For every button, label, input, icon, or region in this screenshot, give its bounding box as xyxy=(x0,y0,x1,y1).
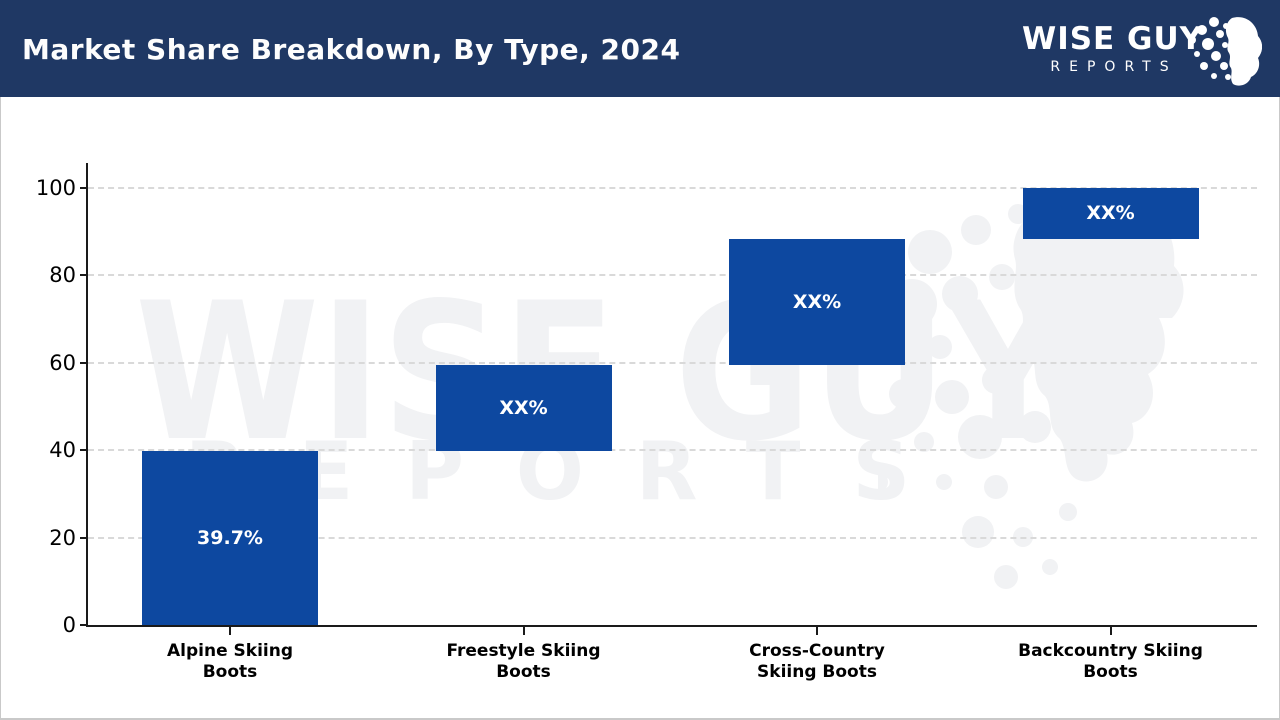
y-tick-label: 20 xyxy=(49,525,76,550)
bar-value-label: XX% xyxy=(1086,202,1135,225)
x-tick xyxy=(816,627,818,635)
page-title: Market Share Breakdown, By Type, 2024 xyxy=(22,33,681,66)
x-axis xyxy=(86,625,1257,627)
bar-segment: XX% xyxy=(729,238,905,366)
gridline xyxy=(88,536,1257,539)
gridline xyxy=(88,274,1257,276)
x-axis-category-line: Cross-Country xyxy=(749,641,885,661)
y-tick xyxy=(80,274,88,276)
gridline xyxy=(88,449,1257,451)
y-tick xyxy=(80,449,88,451)
x-axis-category-label: Freestyle Skiing Boots xyxy=(394,641,654,683)
x-axis-category-label: Cross-Country Skiing Boots xyxy=(687,641,947,683)
gridline xyxy=(88,186,1257,189)
x-axis-category-label: Alpine Skiing Boots xyxy=(100,641,360,683)
x-axis-category-label: Backcountry Skiing Boots xyxy=(981,641,1241,683)
wise-guy-logo: WISE GUY REPORTS xyxy=(1022,14,1262,86)
x-axis-category-line: Alpine Skiing xyxy=(166,641,293,661)
y-tick-label: 40 xyxy=(49,438,76,462)
y-tick xyxy=(80,361,88,364)
x-axis-category-line: Freestyle Skiing xyxy=(446,641,601,661)
bar-value-label: XX% xyxy=(792,290,842,313)
logo-text: WISE GUY REPORTS xyxy=(1022,21,1204,76)
bar-value-label: XX% xyxy=(499,397,548,420)
y-tick-label: 60 xyxy=(49,350,76,375)
logo-head-icon xyxy=(1188,17,1262,86)
y-axis xyxy=(86,163,88,627)
x-axis-category-line: Boots xyxy=(202,662,258,682)
gridline xyxy=(88,361,1257,364)
x-axis-category-line: Boots xyxy=(1083,662,1138,682)
x-axis-category-line: Skiing Boots xyxy=(757,662,877,682)
x-axis-category-line: Boots xyxy=(496,662,551,682)
logo-subtitle: REPORTS xyxy=(1050,59,1178,75)
y-tick-label: 0 xyxy=(62,613,76,637)
header-bar: Market Share Breakdown, By Type, 2024 WI… xyxy=(0,0,1280,97)
y-tick xyxy=(80,536,88,539)
x-tick xyxy=(1109,627,1112,635)
y-tick-label: 100 xyxy=(35,175,76,200)
y-tick xyxy=(80,186,88,189)
x-tick xyxy=(229,627,231,635)
bar-value-label: 39.7% xyxy=(197,527,263,550)
x-axis-category-line: Backcountry Skiing xyxy=(1018,641,1203,661)
y-tick-label: 80 xyxy=(49,263,76,287)
logo-wordmark: WISE GUY xyxy=(1022,21,1204,57)
bar-segment: XX% xyxy=(435,365,612,452)
x-tick xyxy=(522,627,525,635)
bar-segment: XX% xyxy=(1022,187,1199,239)
bar-segment: 39.7% xyxy=(142,451,318,625)
y-tick xyxy=(80,624,88,626)
